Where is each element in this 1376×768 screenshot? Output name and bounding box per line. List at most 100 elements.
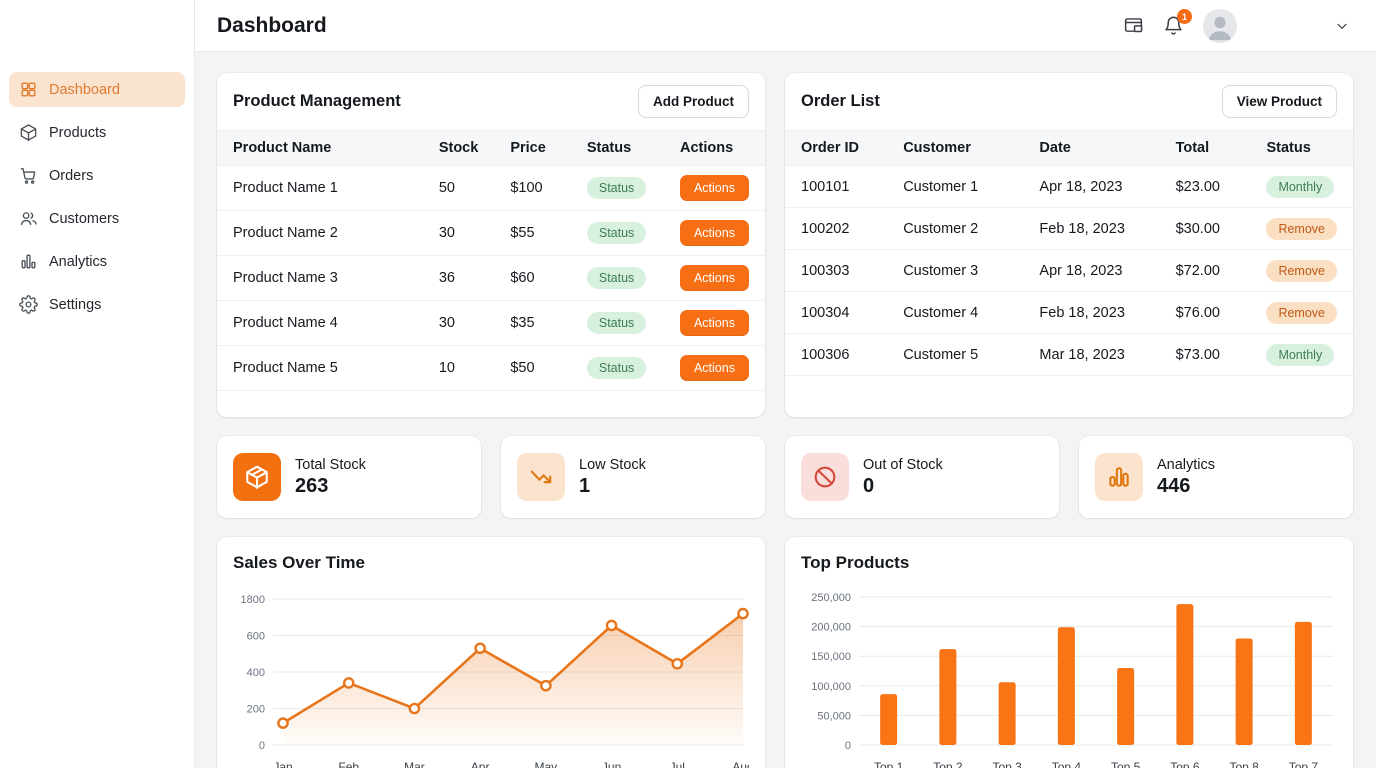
svg-text:Top 7: Top 7 <box>1289 760 1319 768</box>
stock-cell: 30 <box>422 210 495 256</box>
product-name: Product Name 5 <box>233 360 338 376</box>
column-header: Date <box>1023 130 1160 166</box>
stat-text: Low Stock 1 <box>579 457 646 498</box>
column-header: Status <box>570 130 664 166</box>
product-management-title: Product Management <box>233 92 401 110</box>
view-product-button[interactable]: View Product <box>1221 85 1337 118</box>
sidebar-item-label: Analytics <box>49 253 108 270</box>
column-header: Order ID <box>785 130 888 166</box>
customer-cell: Customer 5 <box>887 333 1024 376</box>
add-product-button[interactable]: Add Product <box>638 85 749 118</box>
avatar[interactable] <box>1203 8 1237 43</box>
svg-text:50,000: 50,000 <box>817 710 851 722</box>
status-badge: Status <box>586 177 647 199</box>
svg-text:600: 600 <box>247 631 265 643</box>
status-cell: Remove <box>1250 207 1353 250</box>
page-title: Dashboard <box>217 13 327 37</box>
order-id-cell: 100306 <box>785 333 888 376</box>
sidebar-item-label: Settings <box>49 296 102 313</box>
notification-badge: 1 <box>1177 9 1192 24</box>
date-cell: Apr 18, 2023 <box>1023 165 1160 208</box>
svg-text:Jan: Jan <box>273 760 292 768</box>
stat-card-total-stock: Total Stock 263 <box>217 436 481 518</box>
product-name-cell: Product Name 4 <box>217 300 423 346</box>
chevron-down-icon[interactable] <box>1334 18 1350 34</box>
stat-label: Total Stock <box>295 456 366 473</box>
charts-row: Sales Over Time 0 200 400 600 1800 Jan Feb Mar A… <box>217 537 1353 768</box>
top-products-chart: 0 50,000 100,000 150,000 200,000 250,000 Top 1… <box>811 592 1333 768</box>
stat-text: Analytics 446 <box>1157 457 1215 498</box>
sidebar-item-settings[interactable]: Settings <box>9 287 185 322</box>
order-id-cell: 100303 <box>785 249 888 292</box>
svg-text:Top 2: Top 2 <box>933 760 963 768</box>
actions-cell: Actions <box>663 165 765 211</box>
order-total: $30.00 <box>1175 220 1220 237</box>
price-value: $35 <box>510 315 535 331</box>
status-badge: Status <box>586 312 647 334</box>
sidebar-item-analytics[interactable]: Analytics <box>9 244 185 279</box>
topbar: Dashboard 1 <box>195 0 1376 52</box>
svg-text:Jul: Jul <box>670 760 685 768</box>
order-id-cell: 100101 <box>785 165 888 208</box>
column-header: Customer <box>887 130 1024 166</box>
svg-text:200: 200 <box>247 704 265 716</box>
status-cell: Monthly <box>1250 165 1353 208</box>
order-list-title: Order List <box>801 92 880 110</box>
svg-text:May: May <box>535 760 558 768</box>
column-header: Total <box>1159 130 1251 166</box>
stat-value: 0 <box>863 474 875 497</box>
svg-text:100,000: 100,000 <box>811 681 851 693</box>
status-cell: Remove <box>1250 291 1353 334</box>
total-cell: $30.00 <box>1159 207 1251 250</box>
stock-value: 50 <box>438 180 455 196</box>
svg-text:0: 0 <box>259 740 265 752</box>
stat-value: 263 <box>295 474 329 497</box>
date-cell: Feb 18, 2023 <box>1023 207 1160 250</box>
date-cell: Mar 18, 2023 <box>1023 333 1160 376</box>
sidebar-item-label: Customers <box>49 210 120 227</box>
status-cell: Status <box>570 300 664 346</box>
stock-value: 30 <box>438 315 455 331</box>
svg-text:Mar: Mar <box>404 760 425 768</box>
stock-cell: 36 <box>422 255 495 301</box>
stat-text: Total Stock 263 <box>295 457 366 498</box>
column-header: Actions <box>663 130 765 166</box>
svg-text:Jun: Jun <box>602 760 621 768</box>
sidebar-item-dashboard[interactable]: Dashboard <box>9 72 185 107</box>
total-cell: $76.00 <box>1159 291 1251 334</box>
bar-chart-icon <box>19 252 38 271</box>
picture-in-picture-icon[interactable] <box>1123 15 1144 36</box>
stat-value: 1 <box>579 474 591 497</box>
order-list-header: Order List View Product <box>785 73 1353 130</box>
actions-button[interactable]: Actions <box>679 265 749 291</box>
sidebar-item-label: Products <box>49 124 107 141</box>
bell-icon[interactable]: 1 <box>1163 9 1192 36</box>
product-name: Product Name 3 <box>233 270 338 286</box>
stats-row: Total Stock 263 Low Stock 1 Out of Stock 0 An… <box>217 436 1353 518</box>
customer-name: Customer 4 <box>903 304 979 321</box>
package-icon <box>233 453 281 501</box>
product-name: Product Name 1 <box>233 180 338 196</box>
svg-text:150,000: 150,000 <box>811 651 851 663</box>
actions-button[interactable]: Actions <box>679 175 749 201</box>
top-products-title: Top Products <box>801 553 910 572</box>
sidebar-item-orders[interactable]: Orders <box>9 158 185 193</box>
svg-text:Feb: Feb <box>338 760 359 768</box>
status-badge: Monthly <box>1266 175 1335 198</box>
actions-button[interactable]: Actions <box>679 355 749 381</box>
svg-text:Top 5: Top 5 <box>1111 760 1141 768</box>
svg-text:Top 6: Top 6 <box>1170 760 1200 768</box>
sidebar-item-customers[interactable]: Customers <box>9 201 185 236</box>
actions-button[interactable]: Actions <box>679 310 749 336</box>
product-table-body: Product Name 1 50 $100 Status Actions Product… <box>217 165 765 391</box>
sidebar-nav: Dashboard Products Orders Customers Analytic… <box>0 72 194 322</box>
actions-cell: Actions <box>663 255 765 301</box>
date-cell: Feb 18, 2023 <box>1023 291 1160 334</box>
svg-text:0: 0 <box>845 740 851 752</box>
dashboard-content: Product Management Add Product Product N… <box>195 52 1376 768</box>
actions-button[interactable]: Actions <box>679 220 749 246</box>
sidebar-item-products[interactable]: Products <box>9 115 185 150</box>
product-name: Product Name 4 <box>233 315 338 331</box>
svg-text:1800: 1800 <box>241 594 265 606</box>
total-cell: $23.00 <box>1159 165 1251 208</box>
